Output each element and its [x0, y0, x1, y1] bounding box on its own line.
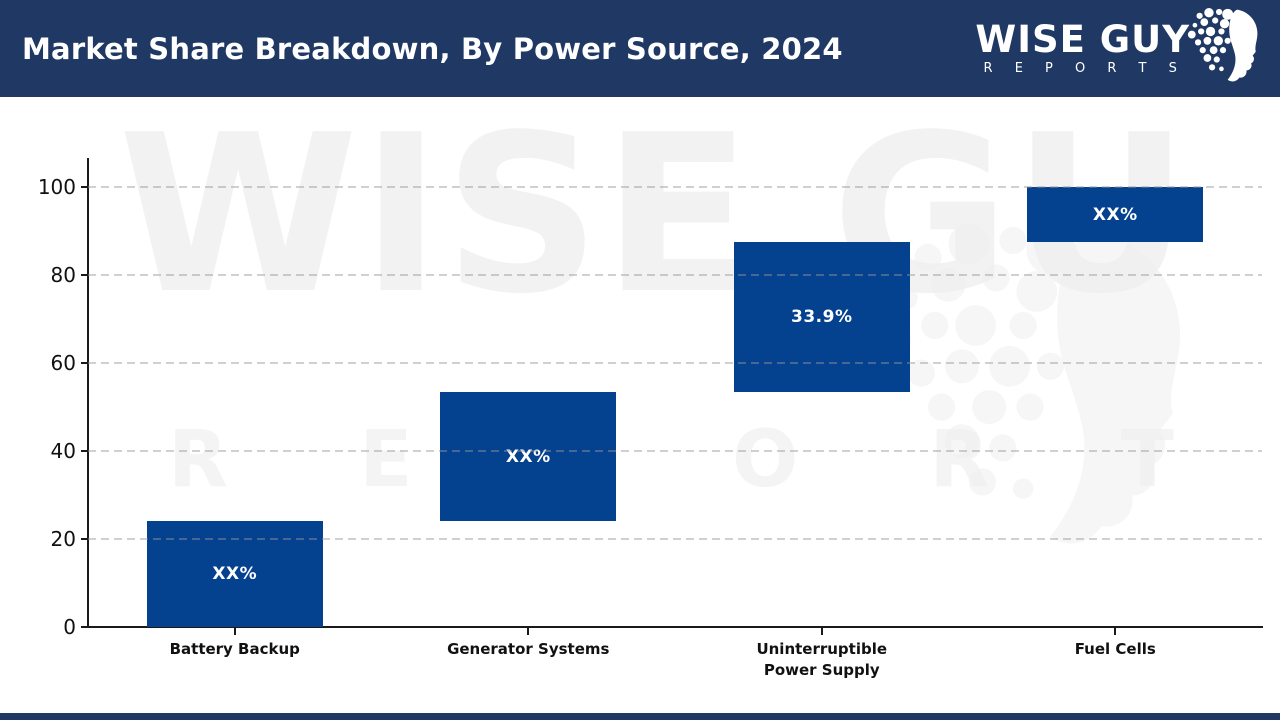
- y-axis-line: [87, 158, 89, 628]
- x-tick-2: [527, 628, 530, 635]
- brand-name: WISE GUY: [975, 18, 1190, 61]
- page-title: Market Share Breakdown, By Power Source,…: [22, 31, 843, 66]
- bar-value-label: XX%: [1092, 204, 1138, 225]
- y-tick-80: [81, 274, 88, 276]
- x-tick-3: [820, 628, 823, 635]
- bar-value-label: XX%: [505, 446, 551, 467]
- gridline-100: [88, 186, 1262, 188]
- x-category-label: Generator Systems: [447, 640, 610, 658]
- brand-dotted-head-icon: [1187, 7, 1258, 81]
- bar-value-label: 33.9%: [791, 307, 853, 328]
- y-tick-20: [81, 538, 88, 540]
- y-tick-label-0: 0: [63, 615, 76, 639]
- gridline-80: [88, 274, 1262, 276]
- bar-1: XX%: [146, 521, 323, 627]
- gridline-20: [88, 538, 1262, 540]
- y-tick-label-20: 20: [50, 527, 76, 551]
- x-category-label: Uninterruptible Power Supply: [756, 640, 888, 679]
- y-tick-0: [81, 626, 88, 628]
- footer-bar: [0, 713, 1280, 720]
- bar-2: XX%: [440, 392, 617, 522]
- gridline-40: [88, 450, 1262, 452]
- y-tick-60: [81, 362, 88, 364]
- bar-3: 33.9%: [733, 242, 910, 392]
- gridline-60: [88, 362, 1262, 364]
- x-category-label: Fuel Cells: [1074, 640, 1156, 658]
- header-bar: Market Share Breakdown, By Power Source,…: [0, 0, 1280, 97]
- y-tick-40: [81, 450, 88, 452]
- x-axis-line: [87, 626, 1263, 628]
- x-category-label: Battery Backup: [169, 640, 300, 658]
- x-tick-1: [233, 628, 236, 635]
- brand-logo: WISE GUY R E P O R T S: [975, 7, 1280, 91]
- y-tick-label-80: 80: [50, 263, 76, 287]
- y-tick-label-60: 60: [50, 351, 76, 375]
- bar-4: XX%: [1027, 187, 1204, 243]
- y-tick-100: [81, 186, 88, 188]
- brand-subname: R E P O R T S: [983, 61, 1186, 76]
- y-tick-label-100: 100: [37, 175, 76, 199]
- brand-logo-text: WISE GUY R E P O R T S: [975, 21, 1190, 76]
- bar-value-label: XX%: [212, 564, 258, 585]
- y-tick-label-40: 40: [50, 439, 76, 463]
- x-tick-4: [1114, 628, 1117, 635]
